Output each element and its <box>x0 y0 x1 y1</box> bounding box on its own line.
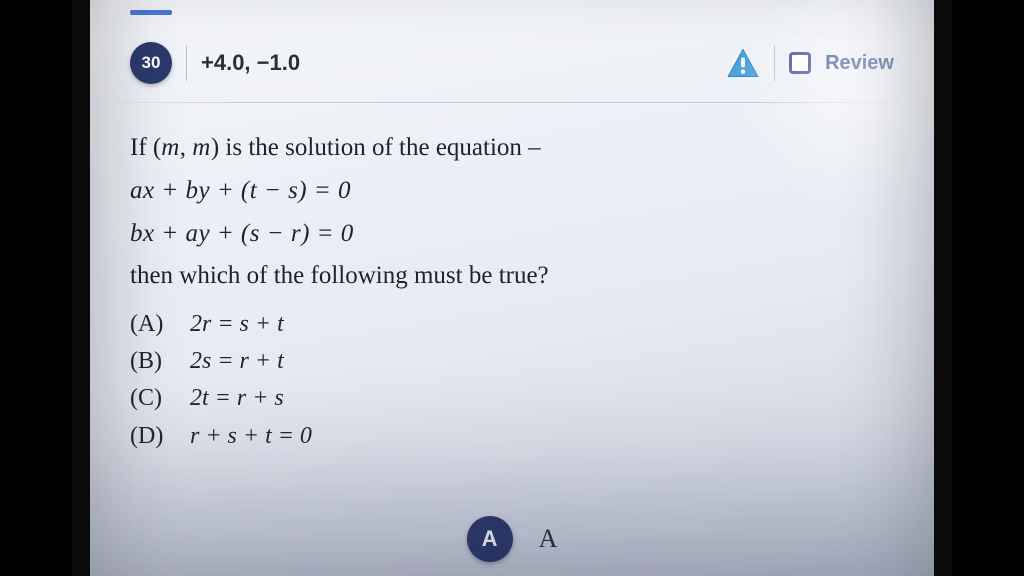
option-expr: 2s = r + t <box>190 348 284 374</box>
device-frame: 30 +4.0, −1.0 Review If (m, m) is the so… <box>72 0 952 576</box>
option-label: (B) <box>130 343 184 380</box>
vertical-divider <box>186 45 187 81</box>
alert-triangle-icon[interactable] <box>726 48 760 78</box>
question-followup: then which of the following must be true… <box>130 257 894 296</box>
question-intro: If (m, m) is the solution of the equatio… <box>130 129 894 168</box>
option-b[interactable]: (B) 2s = r + t <box>130 343 894 380</box>
question-number: 30 <box>142 53 161 73</box>
marks-text: +4.0, −1.0 <box>201 50 712 76</box>
option-a[interactable]: (A) 2r = s + t <box>130 306 894 343</box>
question-number-badge: 30 <box>130 42 172 84</box>
app-screen: 30 +4.0, −1.0 Review If (m, m) is the so… <box>90 0 934 576</box>
question-body: If (m, m) is the solution of the equatio… <box>130 129 894 455</box>
answer-badge-letter: A <box>482 526 498 552</box>
option-label: (A) <box>130 306 184 343</box>
option-expr: r + s + t = 0 <box>190 423 312 449</box>
answer-row: A A <box>90 516 934 562</box>
option-expr: 2r = s + t <box>190 311 284 337</box>
options-list: (A) 2r = s + t (B) 2s = r + t (C) 2t = r… <box>130 306 894 455</box>
option-label: (C) <box>130 380 184 417</box>
answer-badge[interactable]: A <box>467 516 513 562</box>
review-label[interactable]: Review <box>825 52 894 75</box>
equation-line: bx + ay + (s − r) = 0 <box>130 215 894 254</box>
answer-selected-text: A <box>539 524 558 554</box>
vertical-divider <box>774 45 775 81</box>
header-accent-bar <box>130 10 172 15</box>
horizontal-divider <box>90 102 934 103</box>
review-checkbox[interactable] <box>789 52 811 74</box>
option-expr: 2t = r + s <box>190 385 284 411</box>
option-d[interactable]: (D) r + s + t = 0 <box>130 418 894 455</box>
equation-line: ax + by + (t − s) = 0 <box>130 172 894 211</box>
question-header: 30 +4.0, −1.0 Review <box>130 42 894 84</box>
option-label: (D) <box>130 418 184 455</box>
option-c[interactable]: (C) 2t = r + s <box>130 380 894 417</box>
